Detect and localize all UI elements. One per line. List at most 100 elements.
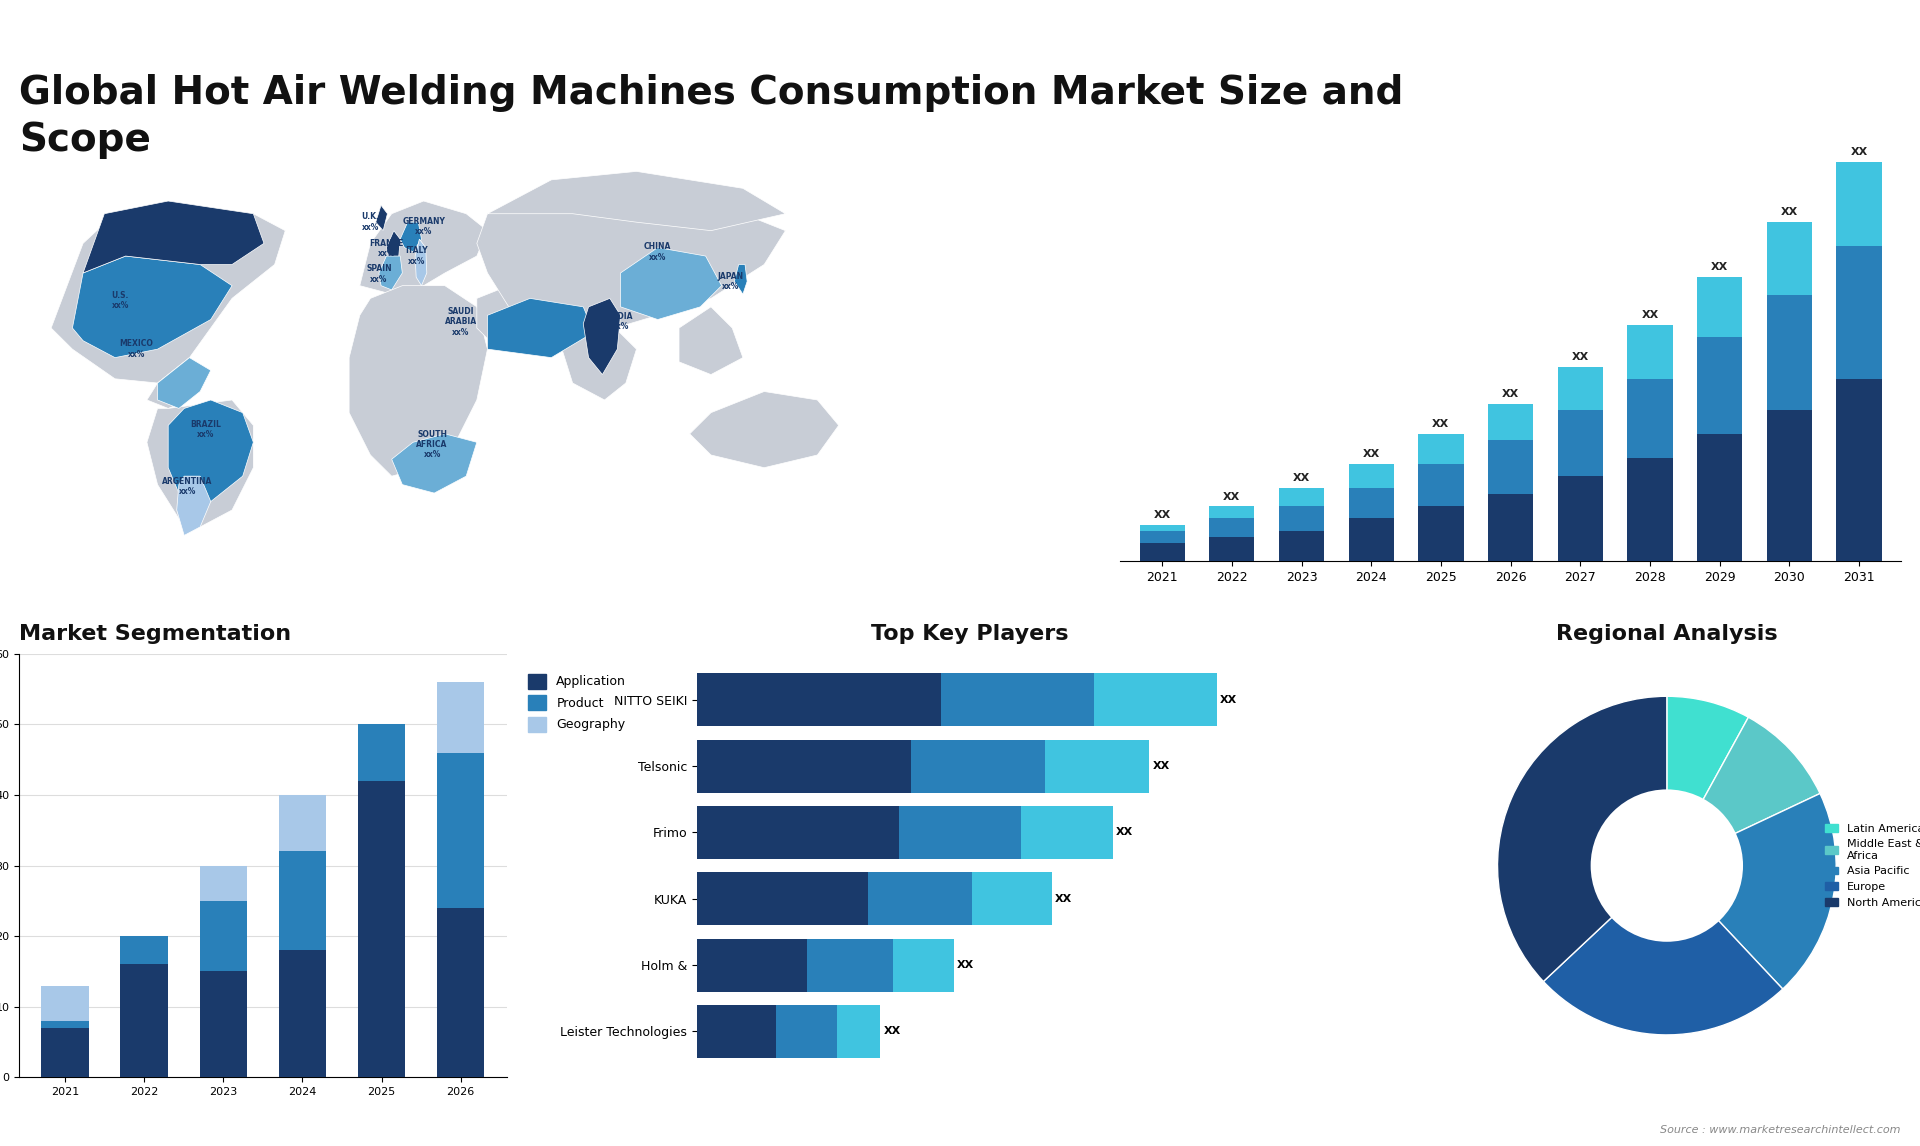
Polygon shape — [386, 230, 399, 265]
Bar — [42, 986, 88, 1021]
Bar — [1488, 440, 1534, 494]
Polygon shape — [488, 298, 593, 358]
Bar — [837, 1005, 879, 1058]
Bar — [1697, 337, 1741, 434]
Text: U.S.
xx%: U.S. xx% — [111, 291, 129, 311]
Bar — [121, 936, 167, 965]
Bar — [1348, 488, 1394, 518]
Text: MEXICO
xx%: MEXICO xx% — [119, 339, 154, 359]
Polygon shape — [169, 400, 253, 502]
Text: BRAZIL
xx%: BRAZIL xx% — [190, 419, 221, 439]
Text: ITALY
xx%: ITALY xx% — [405, 246, 428, 266]
Bar — [438, 753, 484, 908]
Text: XX: XX — [1851, 147, 1868, 157]
Bar — [1094, 673, 1217, 727]
Bar — [697, 673, 941, 727]
Bar — [899, 806, 1021, 860]
Bar — [278, 950, 326, 1077]
Bar — [438, 682, 484, 753]
Bar — [1557, 476, 1603, 560]
Title: Regional Analysis: Regional Analysis — [1555, 625, 1778, 644]
Polygon shape — [349, 285, 488, 476]
Bar — [1348, 518, 1394, 560]
Polygon shape — [83, 201, 263, 273]
Polygon shape — [157, 358, 211, 408]
Text: Source : www.marketresearchintellect.com: Source : www.marketresearchintellect.com — [1661, 1124, 1901, 1135]
Bar — [1766, 295, 1812, 409]
Text: Global Hot Air Welding Machines Consumption Market Size and
Scope: Global Hot Air Welding Machines Consumpt… — [19, 74, 1404, 159]
Text: CHINA
xx%: CHINA xx% — [643, 242, 672, 261]
Text: U.K.
xx%: U.K. xx% — [361, 212, 380, 231]
Bar — [1279, 531, 1325, 560]
Polygon shape — [488, 172, 785, 230]
Bar — [1628, 458, 1672, 560]
Text: SOUTH
AFRICA
xx%: SOUTH AFRICA xx% — [417, 430, 447, 460]
Polygon shape — [563, 328, 636, 400]
Bar — [1139, 525, 1185, 531]
Bar — [910, 739, 1046, 793]
Title: Top Key Players: Top Key Players — [872, 625, 1069, 644]
Bar — [697, 872, 868, 925]
Text: SAUDI
ARABIA
xx%: SAUDI ARABIA xx% — [445, 307, 476, 337]
Polygon shape — [476, 285, 563, 350]
Circle shape — [1590, 790, 1743, 942]
Bar — [697, 1005, 776, 1058]
Text: XX: XX — [956, 960, 973, 971]
Bar — [806, 939, 893, 991]
Bar — [1210, 536, 1254, 560]
Polygon shape — [399, 222, 422, 252]
Bar — [1210, 518, 1254, 536]
Polygon shape — [148, 358, 200, 408]
Bar — [200, 972, 248, 1077]
Polygon shape — [73, 256, 232, 358]
Text: XX: XX — [1292, 473, 1309, 484]
Wedge shape — [1498, 697, 1667, 981]
Polygon shape — [392, 434, 476, 493]
Bar — [1836, 246, 1882, 379]
Text: GERMANY
xx%: GERMANY xx% — [401, 217, 445, 236]
Bar — [357, 780, 405, 1077]
Bar — [697, 806, 899, 860]
Bar — [1628, 379, 1672, 458]
Bar — [121, 965, 167, 1077]
Wedge shape — [1667, 717, 1820, 865]
Polygon shape — [359, 201, 488, 295]
Bar — [697, 739, 910, 793]
Bar — [1766, 222, 1812, 295]
Polygon shape — [733, 265, 747, 295]
Bar — [1419, 434, 1463, 464]
Polygon shape — [584, 298, 620, 375]
Bar — [1279, 507, 1325, 531]
Text: XX: XX — [1432, 419, 1450, 429]
Polygon shape — [376, 205, 388, 230]
Bar — [776, 1005, 837, 1058]
Text: XX: XX — [1642, 311, 1659, 320]
Polygon shape — [52, 201, 286, 383]
Text: JAPAN
xx%: JAPAN xx% — [716, 272, 743, 291]
Text: XX: XX — [1223, 492, 1240, 502]
Bar — [972, 872, 1052, 925]
Bar — [357, 724, 405, 780]
Bar — [1419, 464, 1463, 507]
Bar — [1697, 434, 1741, 560]
Text: Market Segmentation: Market Segmentation — [19, 625, 292, 644]
Polygon shape — [680, 307, 743, 375]
Bar — [893, 939, 954, 991]
Bar — [868, 872, 972, 925]
Text: XX: XX — [883, 1027, 900, 1036]
Wedge shape — [1667, 697, 1749, 865]
Bar — [1488, 494, 1534, 560]
Bar — [1488, 403, 1534, 440]
Wedge shape — [1544, 865, 1784, 1035]
Bar — [1139, 531, 1185, 543]
Polygon shape — [620, 248, 722, 320]
Text: XX: XX — [1152, 761, 1169, 771]
Legend: Latin America, Middle East &
Africa, Asia Pacific, Europe, North America: Latin America, Middle East & Africa, Asi… — [1820, 819, 1920, 912]
Text: XX: XX — [1154, 510, 1171, 519]
Text: XX: XX — [1116, 827, 1133, 838]
Polygon shape — [378, 256, 403, 290]
Polygon shape — [148, 400, 253, 527]
Bar — [1419, 507, 1463, 560]
Polygon shape — [1628, 34, 1741, 126]
Bar — [1766, 409, 1812, 560]
